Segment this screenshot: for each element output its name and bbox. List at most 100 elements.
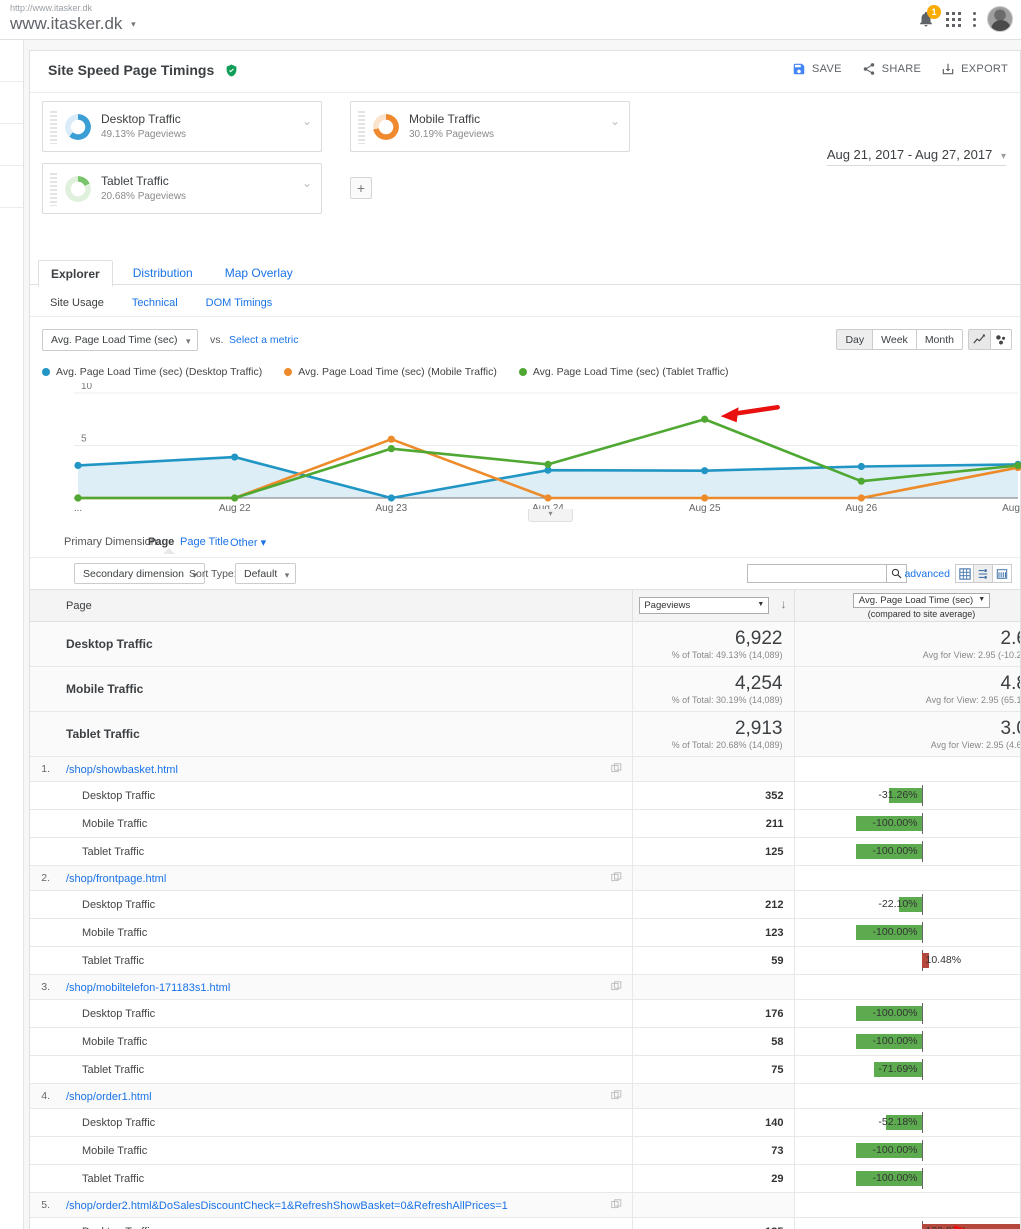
search-icon[interactable] <box>887 564 907 583</box>
page-url-link[interactable]: /shop/frontpage.html <box>66 873 167 885</box>
page-url-link[interactable]: /shop/order2.html&DoSalesDiscountCheck=1… <box>66 1200 508 1212</box>
page-url-link[interactable]: /shop/mobiltelefon-171183s1.html <box>66 982 231 994</box>
timeseries-chart[interactable]: 5 10... Aug 22 Aug 23 Aug 24 Aug 25 Aug 26 Aug … <box>30 383 1021 513</box>
segment-label: Mobile Traffic <box>54 809 633 838</box>
save-button[interactable]: SAVE <box>792 62 842 76</box>
share-button[interactable]: SHARE <box>862 62 921 76</box>
page-group-row[interactable]: 4. /shop/order1.html <box>30 1083 1020 1109</box>
share-label: SHARE <box>881 63 922 75</box>
granularity-day[interactable]: Day <box>836 329 874 350</box>
page-title-text: Site Speed Page Timings <box>48 62 215 78</box>
segment-desktop-traffic[interactable]: Desktop Traffic 49.13% Pageviews ⌄ <box>42 101 322 152</box>
legend-item-mobile: Avg. Page Load Time (sec) (Mobile Traffi… <box>284 366 497 378</box>
group-pageviews-blank <box>632 865 795 891</box>
zero-axis <box>921 813 923 834</box>
drag-handle-icon[interactable] <box>358 111 365 144</box>
comparison-bar <box>888 788 922 803</box>
plt-comparison-cell: -100.00% <box>794 1136 1020 1165</box>
page-url-link[interactable]: /shop/showbasket.html <box>66 764 178 776</box>
open-in-new-window-icon[interactable] <box>610 1199 622 1213</box>
subtab-technical[interactable]: Technical <box>131 297 178 309</box>
open-in-new-window-icon[interactable] <box>610 981 622 995</box>
select-a-metric-link[interactable]: Select a metric <box>229 334 299 346</box>
group-plt-blank <box>794 1192 1020 1218</box>
segment-label: Desktop Traffic <box>54 1217 633 1229</box>
zero-axis <box>921 1003 923 1024</box>
sort-descending-icon[interactable]: ↓ <box>780 597 787 611</box>
chevron-down-icon: ▾ <box>284 570 290 580</box>
vs-label: vs. <box>210 334 224 346</box>
drag-handle-icon[interactable] <box>50 173 57 206</box>
search-input[interactable] <box>747 564 887 583</box>
group-plt-blank <box>794 756 1020 782</box>
tab-explorer[interactable]: Explorer <box>38 260 113 287</box>
rail-divider <box>0 166 23 208</box>
donut-icon <box>65 176 91 202</box>
chart-expand-toggle[interactable]: ▾ <box>528 509 573 522</box>
tab-distribution[interactable]: Distribution <box>132 266 193 280</box>
page-url-cell[interactable]: /shop/order1.html <box>54 1083 633 1109</box>
drag-handle-icon[interactable] <box>50 111 57 144</box>
metric-select-value: Avg. Page Load Time (sec) <box>51 334 178 346</box>
granularity-week[interactable]: Week <box>873 329 917 350</box>
subtab-site-usage[interactable]: Site Usage <box>50 297 104 309</box>
segment-mobile-traffic[interactable]: Mobile Traffic 30.19% Pageviews ⌄ <box>350 101 630 152</box>
svg-text:...: ... <box>74 503 82 513</box>
date-range-picker[interactable]: Aug 21, 2017 - Aug 27, 2017 ▾ <box>826 147 1006 166</box>
chevron-down-icon[interactable]: ⌄ <box>609 114 620 128</box>
page-group-row[interactable]: 3. /shop/mobiltelefon-171183s1.html <box>30 974 1020 1000</box>
segment-label: Tablet Traffic <box>54 837 633 866</box>
apps-grid-icon[interactable] <box>946 11 961 27</box>
legend-label: Avg. Page Load Time (sec) (Desktop Traff… <box>56 366 263 378</box>
add-segment-button[interactable]: + <box>350 177 372 199</box>
open-in-new-window-icon[interactable] <box>610 872 622 886</box>
primary-dimension-other[interactable]: Other ▾ <box>230 537 267 549</box>
plt-comparison-cell: -100.00% <box>794 809 1020 838</box>
bell-icon[interactable]: 1 <box>917 5 941 28</box>
table-row: Mobile Traffic 211 -100.00% <box>30 809 1020 838</box>
plt-metric-select[interactable]: Avg. Page Load Time (sec) ▼ <box>852 593 991 608</box>
sort-type-select[interactable]: Default ▾ <box>235 563 297 584</box>
flow-view-icon[interactable] <box>974 564 993 583</box>
comparison-bar <box>855 816 922 831</box>
comparison-bar <box>855 844 922 859</box>
chevron-down-icon[interactable]: ⌄ <box>301 176 312 190</box>
table-row: Mobile Traffic 123 -100.00% <box>30 918 1020 947</box>
pageviews-metric-select[interactable]: Pageviews ▼ <box>639 597 770 614</box>
tab-map-overlay[interactable]: Map Overlay <box>224 266 293 280</box>
page-group-row[interactable]: 2. /shop/frontpage.html <box>30 865 1020 891</box>
kebab-menu-icon[interactable] <box>972 11 976 27</box>
advanced-filter-link[interactable]: advanced <box>904 568 950 580</box>
page-url-cell[interactable]: /shop/frontpage.html <box>54 865 633 891</box>
segment-tablet-traffic[interactable]: Tablet Traffic 20.68% Pageviews ⌄ <box>42 163 322 214</box>
plt-comparison-cell: 10.48% <box>794 946 1020 975</box>
granularity-month[interactable]: Month <box>916 329 963 350</box>
page-url-cell[interactable]: /shop/mobiltelefon-171183s1.html <box>54 974 633 1000</box>
chevron-down-icon[interactable]: ⌄ <box>301 114 312 128</box>
segment-sub: 49.13% Pageviews <box>101 129 187 140</box>
table-toolbar: Secondary dimension ▾ Sort Type: Default… <box>30 557 1020 589</box>
page-url-cell[interactable]: /shop/order2.html&DoSalesDiscountCheck=1… <box>54 1192 633 1218</box>
open-in-new-window-icon[interactable] <box>610 1090 622 1104</box>
donut-icon <box>65 114 91 140</box>
property-selector[interactable]: www.itasker.dk ▾ <box>10 14 136 34</box>
comparison-view-icon[interactable] <box>993 564 1012 583</box>
bubble-chart-icon[interactable] <box>990 329 1012 350</box>
primary-dimension-page-title[interactable]: Page Title <box>180 536 229 548</box>
page-group-row[interactable]: 1. /shop/showbasket.html <box>30 756 1020 782</box>
page-group-row[interactable]: 5. /shop/order2.html&DoSalesDiscountCheck… <box>30 1192 1020 1218</box>
table-view-icon[interactable] <box>955 564 974 583</box>
export-button[interactable]: EXPORT <box>941 62 1008 76</box>
line-chart-icon[interactable] <box>968 329 990 350</box>
secondary-dimension-select[interactable]: Secondary dimension ▾ <box>74 563 205 584</box>
open-in-new-window-icon[interactable] <box>610 763 622 777</box>
subtab-dom-timings[interactable]: DOM Timings <box>205 297 273 309</box>
primary-dimension-current: Page <box>148 536 175 548</box>
avatar[interactable] <box>987 6 1013 32</box>
pageviews-value: 211 <box>632 809 795 838</box>
row-index-blank <box>30 809 54 838</box>
metric-select[interactable]: Avg. Page Load Time (sec) ▾ <box>42 329 199 351</box>
page-url-link[interactable]: /shop/order1.html <box>66 1091 152 1103</box>
page-url-cell[interactable]: /shop/showbasket.html <box>54 756 633 782</box>
secondary-dimension-value: Secondary dimension <box>83 568 184 580</box>
